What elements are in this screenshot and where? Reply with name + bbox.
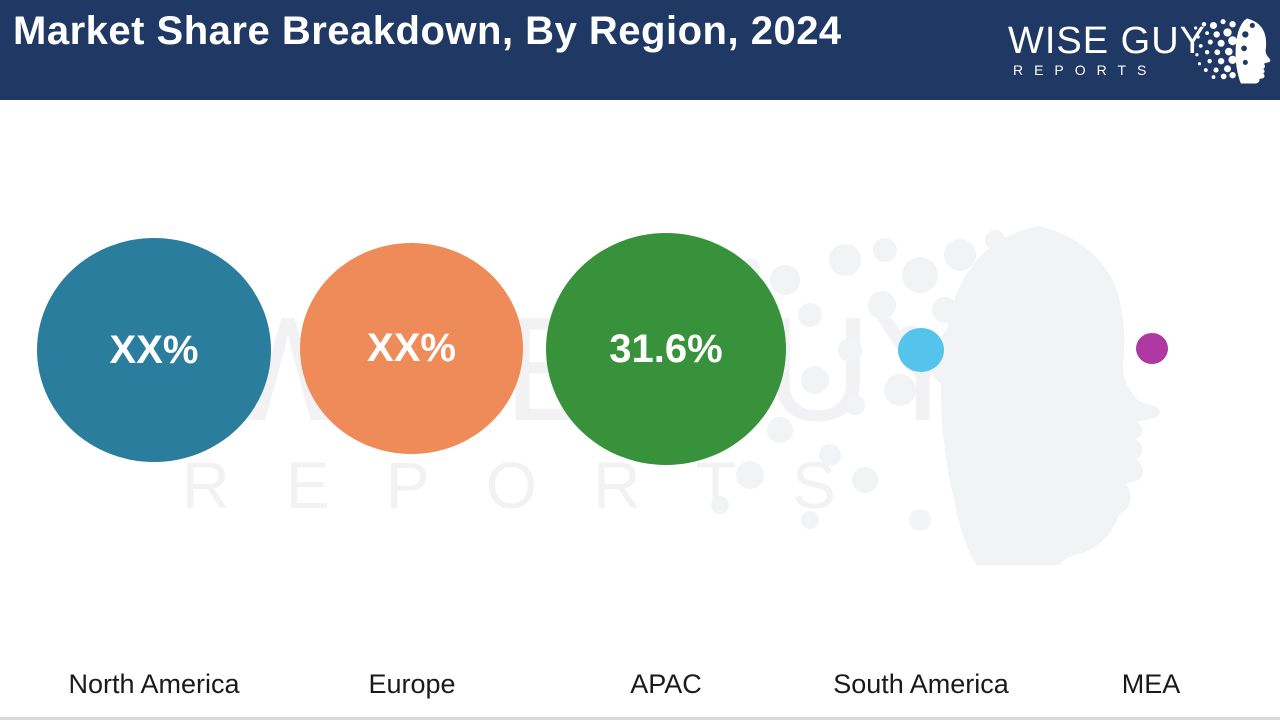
bottom-border [0,717,1280,720]
bubble-mea [1136,333,1168,364]
bubble-value-label: XX% [367,326,456,370]
bubble-south-america [898,328,944,372]
logo-wordmark-block: WISE GUY REPORTS [1008,22,1206,78]
logo-wordmark: WISE GUY [1007,20,1206,62]
wise-guy-head-icon [1191,18,1271,84]
bubble-value-label: 31.6% [609,326,723,371]
bubble-apac: 31.6% [546,233,786,465]
bubble-value-label: XX% [109,327,199,372]
logo-tagline: REPORTS [1012,62,1158,78]
category-label-europe: Europe [368,669,456,699]
category-label-south-america: South America [833,669,1009,699]
page-title: Market Share Breakdown, By Region, 2024 [13,9,842,53]
bubble-north-america: XX% [37,238,271,462]
category-label-apac: APAC [630,669,702,699]
bubble-europe: XX% [300,243,523,454]
category-label-mea: MEA [1121,669,1181,699]
header-bar: Market Share Breakdown, By Region, 2024 … [0,0,1280,100]
wise-guy-logo: WISE GUY REPORTS [1008,8,1274,90]
category-label-north-america: North America [68,669,240,699]
